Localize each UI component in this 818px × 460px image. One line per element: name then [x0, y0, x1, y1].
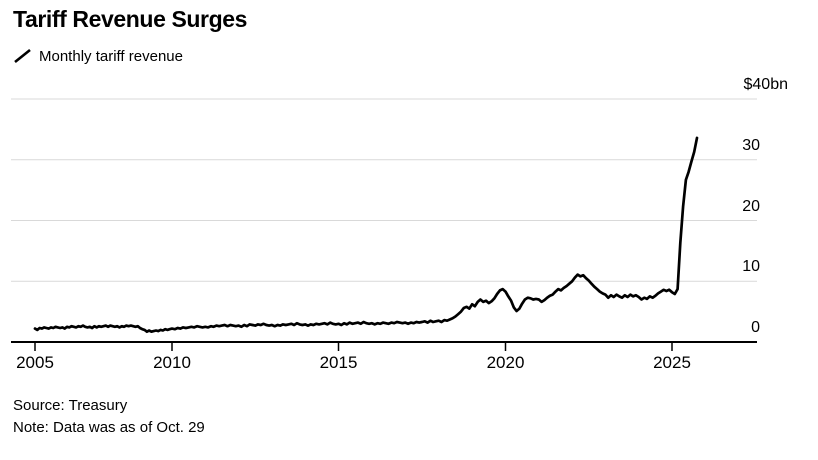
- y-axis-label-20: 20: [742, 198, 760, 215]
- y-axis-label-0: 0: [751, 319, 760, 336]
- y-axis-label-40: $40bn: [743, 76, 789, 93]
- y-axis-label-30: 30: [742, 137, 760, 154]
- x-axis-label-2020: 2020: [486, 353, 525, 372]
- source-note: Source: Treasury: [13, 397, 128, 414]
- y-axis-label-10: 10: [742, 258, 760, 275]
- x-axis-label-2025: 2025: [653, 353, 691, 372]
- chart-title: Tariff Revenue Surges: [13, 6, 248, 32]
- x-axis-label-2010: 2010: [153, 353, 191, 372]
- x-axis-label-2015: 2015: [319, 353, 358, 372]
- line-series-marker-icon: [14, 48, 31, 64]
- chart-footer: Source: Treasury Note: Data was as of Oc…: [13, 395, 205, 439]
- legend: Monthly tariff revenue: [13, 47, 183, 65]
- x-axis-label-2005: 2005: [16, 353, 54, 372]
- revenue-line-series: [33, 136, 699, 334]
- legend-series-label: Monthly tariff revenue: [39, 47, 183, 65]
- data-note: Note: Data was as of Oct. 29: [13, 419, 205, 436]
